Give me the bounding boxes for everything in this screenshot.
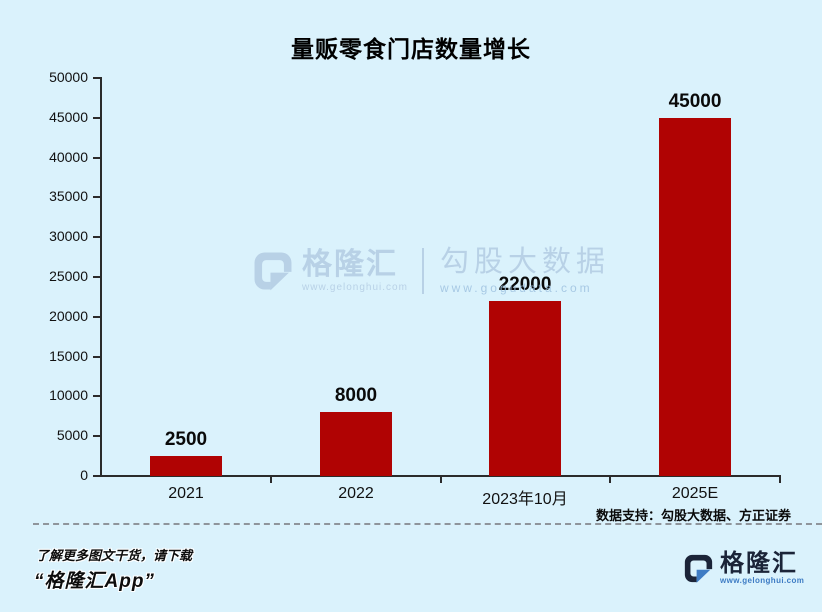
watermark-divider (421, 248, 424, 294)
y-axis-label: 15000 (49, 347, 88, 364)
bar-value-label: 2500 (164, 429, 208, 450)
x-axis-tick (609, 476, 612, 483)
y-axis-label: 45000 (49, 108, 88, 125)
data-source-note: 数据支持：勾股大数据、方正证券 (595, 508, 791, 523)
bar-value-label: 22000 (498, 274, 552, 295)
gelonghui-g-icon (684, 554, 713, 583)
y-axis-tick (93, 276, 100, 278)
brand-logo-name: 格隆汇 (720, 550, 798, 577)
y-axis-tick (93, 116, 100, 119)
y-axis-tick (93, 475, 100, 477)
gelonghui-g-icon (254, 252, 292, 291)
footer-promo-line1: 了解更多图文干货，请下载 (36, 548, 193, 563)
y-axis-tick (93, 435, 100, 438)
bar-2022 (320, 412, 392, 476)
x-axis-tick (269, 476, 272, 483)
y-axis-tick (93, 315, 100, 318)
footer-promo-line2: “格隆汇App” (34, 571, 155, 592)
watermark-partner-name: 勾股大数据 (439, 246, 610, 278)
y-axis-label: 30000 (49, 228, 88, 245)
bar-2021 (150, 456, 222, 476)
x-axis-tick (779, 476, 781, 483)
watermark-brand-name: 格隆汇 (302, 247, 398, 281)
y-axis-label: 50000 (49, 69, 88, 85)
y-axis-tick (93, 156, 100, 159)
gelonghui-brand-logo: 格隆汇 www.gelonghui.com (683, 552, 804, 585)
chart-title: 量贩零食门店数量增长 (291, 36, 531, 62)
watermark-partner-url: www.gogudata.com (439, 281, 593, 295)
y-axis-label: 5000 (56, 427, 88, 444)
x-axis-label: 2022 (338, 485, 374, 502)
x-axis-label: 2025E (671, 485, 719, 502)
bar-2025E (659, 118, 731, 476)
center-watermark: 格隆汇 www.gelonghui.com 勾股大数据 www.gogudata… (252, 248, 610, 294)
y-axis-label: 0 (80, 467, 88, 483)
bar-value-label: 8000 (334, 385, 378, 406)
x-axis-label: 2023年10月 (482, 491, 568, 508)
y-axis-tick (93, 77, 100, 79)
y-axis-label: 20000 (49, 307, 88, 324)
x-axis-tick (439, 476, 442, 483)
footer-divider-line (33, 523, 822, 525)
y-axis-line (100, 77, 102, 477)
y-axis-tick (93, 236, 100, 239)
watermark-brand-url: www.gelonghui.com (302, 281, 408, 293)
bar-2023年10月 (489, 301, 561, 476)
y-axis-label: 40000 (49, 148, 88, 165)
x-axis-label: 2021 (168, 485, 204, 502)
y-axis-tick (93, 196, 100, 199)
y-axis-label: 25000 (49, 268, 88, 284)
bar-value-label: 45000 (668, 91, 722, 112)
brand-logo-url: www.gelonghui.com (720, 576, 805, 585)
y-axis-tick (93, 395, 100, 398)
y-axis-tick (93, 355, 100, 358)
y-axis-label: 35000 (49, 188, 88, 205)
y-axis-label: 10000 (49, 387, 88, 404)
